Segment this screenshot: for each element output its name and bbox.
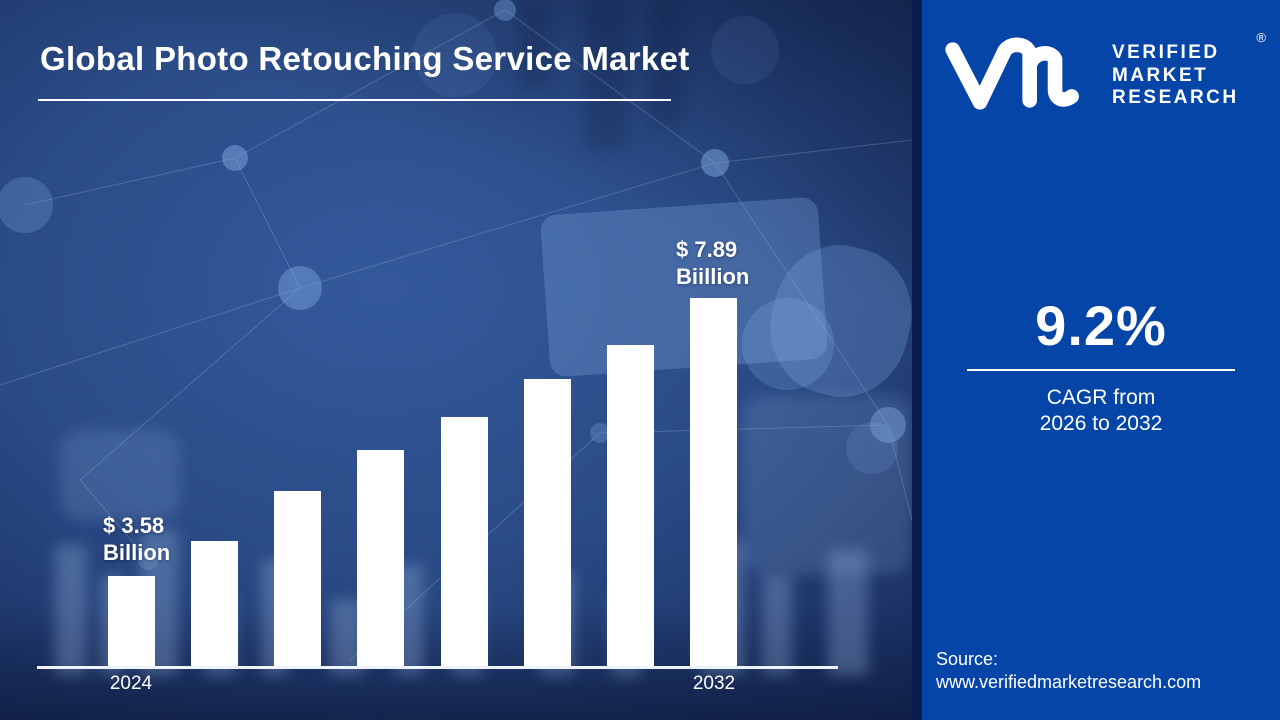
last-bar-value-label: $ 7.89 Biillion bbox=[676, 236, 749, 290]
last-bar-value-line2: Biillion bbox=[676, 264, 750, 289]
logo-wordmark: VERIFIED MARKET RESEARCH bbox=[1112, 36, 1239, 110]
page-title: Global Photo Retouching Service Market bbox=[40, 40, 690, 77]
first-bar-value-line2: Billion bbox=[103, 540, 171, 565]
cagr-block: 9.2% CAGR from 2026 to 2032 bbox=[922, 296, 1280, 437]
info-panel: VERIFIED MARKET RESEARCH ® 9.2% CAGR fro… bbox=[922, 0, 1280, 720]
vmr-logo-icon bbox=[945, 37, 1079, 110]
x-tick-last: 2032 bbox=[692, 673, 736, 694]
bar bbox=[607, 345, 654, 667]
last-bar-value-line1: $ 7.89 bbox=[676, 237, 738, 262]
bar bbox=[357, 450, 404, 667]
cagr-caption-line1: CAGR from bbox=[1046, 386, 1156, 409]
plexus-nodes bbox=[0, 0, 906, 570]
source-block: Source: www.verifiedmarketresearch.com bbox=[936, 648, 1201, 694]
bar bbox=[108, 576, 155, 667]
title-underline bbox=[38, 99, 671, 101]
x-tick-first: 2024 bbox=[109, 673, 153, 694]
divider-strip bbox=[912, 0, 922, 720]
cagr-value: 9.2% bbox=[1035, 294, 1167, 357]
hand-silhouette-backdrop-2 bbox=[742, 298, 834, 390]
dark-towers-backdrop bbox=[520, 0, 684, 150]
bar bbox=[690, 298, 737, 667]
source-label: Source: bbox=[936, 649, 999, 669]
cagr-caption-line2: 2026 to 2032 bbox=[1039, 412, 1163, 435]
logo-word-3: RESEARCH bbox=[1112, 87, 1239, 108]
light-texture-backdrop bbox=[60, 395, 912, 575]
source-url[interactable]: www.verifiedmarketresearch.com bbox=[936, 672, 1202, 692]
registered-trademark-icon: ® bbox=[1256, 30, 1266, 45]
cagr-divider bbox=[967, 369, 1235, 371]
first-bar-value-label: $ 3.58 Billion bbox=[103, 512, 170, 566]
bar bbox=[191, 541, 238, 667]
bar bbox=[274, 491, 321, 667]
logo-word-1: VERIFIED bbox=[1112, 42, 1220, 63]
logo-word-2: MARKET bbox=[1112, 64, 1209, 86]
chart-section: Global Photo Retouching Service Market $… bbox=[0, 0, 912, 720]
x-axis-line bbox=[37, 666, 838, 669]
cagr-caption: CAGR from 2026 to 2032 bbox=[922, 385, 1280, 437]
first-bar-value-line1: $ 3.58 bbox=[103, 513, 165, 538]
bar bbox=[441, 417, 488, 667]
vmr-logo: VERIFIED MARKET RESEARCH ® bbox=[922, 0, 1280, 114]
bar bbox=[524, 379, 571, 667]
